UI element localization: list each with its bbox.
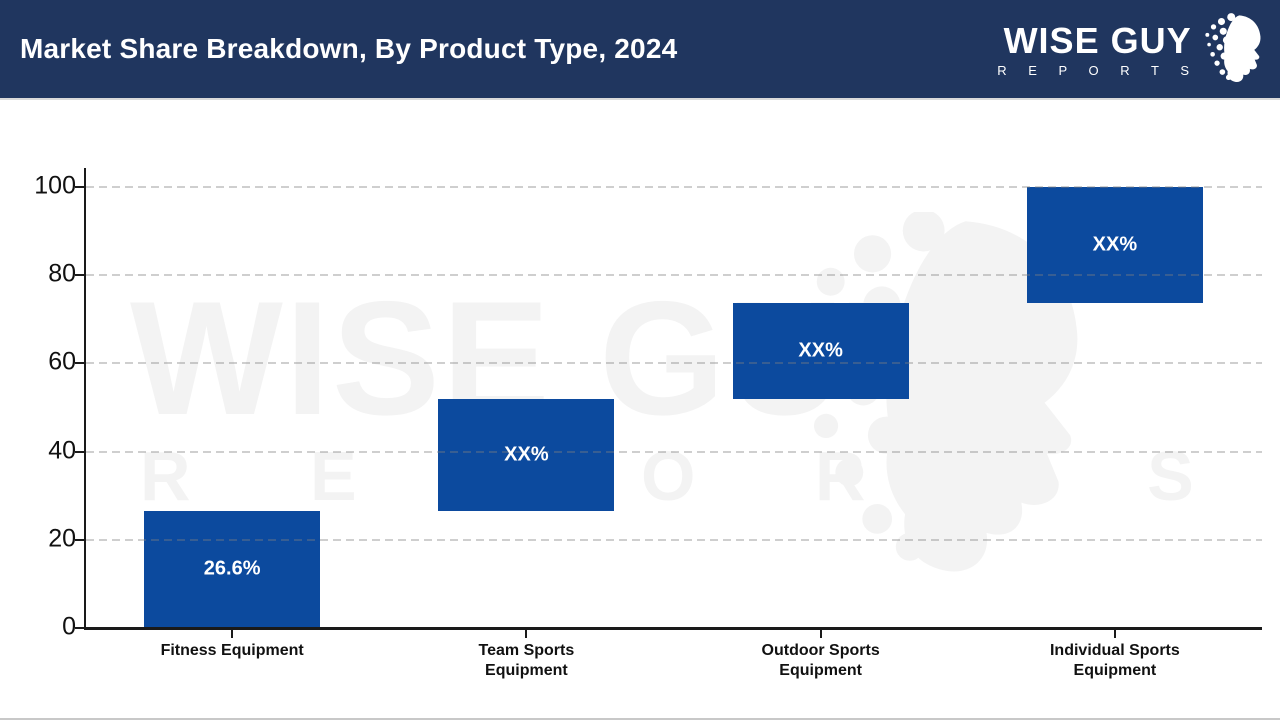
x-tick-2 [525, 630, 528, 638]
gridline-40 [86, 450, 1262, 453]
gridline-100 [86, 186, 1262, 188]
logo-subtitle: R E P O R T S [997, 62, 1198, 78]
x-tick-1 [231, 630, 234, 638]
x-category-label: Team Sports Equipment [478, 642, 575, 679]
gridline-60 [86, 362, 1262, 365]
y-tick-0 [75, 627, 85, 629]
waterfall-bar-2 [438, 399, 615, 511]
x-axis-line [84, 627, 1262, 630]
chart-title: Market Share Breakdown, By Product Type,… [20, 33, 678, 64]
gridline-20 [86, 538, 1262, 541]
x-category-label: Individual Sports Equipment [1049, 642, 1180, 679]
logo-head-icon [1205, 13, 1261, 83]
y-tick-80 [75, 274, 85, 277]
footer-line [0, 718, 1280, 720]
y-tick-label: 100 [34, 171, 76, 200]
x-category-label: Fitness Equipment [160, 642, 304, 659]
bar-value-label: 26.6% [203, 557, 261, 580]
bar-value-label: XX% [1092, 233, 1138, 256]
gridline-80 [86, 274, 1262, 277]
bar-value-label: XX% [798, 339, 843, 362]
waterfall-bar-1 [144, 510, 321, 628]
wise-guy-logo: WISE GUY R E P O R T S [997, 12, 1264, 86]
waterfall-bar-4 [1026, 187, 1203, 303]
x-category-label: Outdoor Sports Equipment [761, 642, 880, 679]
y-tick-label: 40 [48, 435, 76, 464]
y-tick-label: 60 [48, 347, 76, 376]
logo-wordmark: WISE GUY [1003, 19, 1192, 61]
bar-value-label: XX% [504, 443, 549, 466]
logo-text: WISE GUY R E P O R T S [997, 19, 1198, 78]
y-axis-line [84, 168, 86, 628]
y-tick-20 [75, 538, 85, 541]
header-bar: Market Share Breakdown, By Product Type,… [0, 0, 1280, 100]
y-tick-40 [75, 450, 85, 453]
waterfall-bar-3 [732, 302, 909, 400]
x-tick-3 [819, 630, 822, 638]
y-tick-label: 0 [62, 612, 76, 641]
y-tick-label: 20 [48, 524, 76, 553]
y-tick-label: 80 [48, 259, 76, 288]
x-tick-4 [1113, 630, 1116, 638]
y-tick-60 [75, 362, 85, 365]
y-tick-100 [75, 186, 85, 188]
